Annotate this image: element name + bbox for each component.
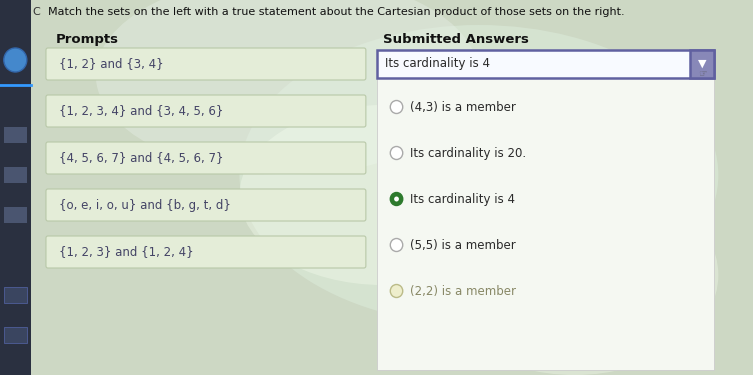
Circle shape [390, 100, 403, 114]
Text: (2,2) is a member: (2,2) is a member [410, 285, 516, 297]
FancyBboxPatch shape [4, 207, 27, 223]
Text: ☞: ☞ [698, 69, 706, 79]
Ellipse shape [239, 25, 718, 325]
Circle shape [390, 238, 403, 252]
Circle shape [4, 48, 27, 72]
Text: Submitted Answers: Submitted Answers [383, 33, 529, 46]
Text: {1, 2} and {3, 4}: {1, 2} and {3, 4} [59, 57, 164, 70]
Text: {1, 2, 3, 4} and {3, 4, 5, 6}: {1, 2, 3, 4} and {3, 4, 5, 6} [59, 105, 224, 117]
FancyBboxPatch shape [377, 50, 715, 78]
Text: {o, e, i, o, u} and {b, g, t, d}: {o, e, i, o, u} and {b, g, t, d} [59, 198, 231, 211]
Ellipse shape [239, 105, 527, 285]
FancyBboxPatch shape [46, 189, 366, 221]
Text: Prompts: Prompts [56, 33, 118, 46]
Text: {1, 2, 3} and {1, 2, 4}: {1, 2, 3} and {1, 2, 4} [59, 246, 194, 258]
FancyBboxPatch shape [46, 48, 366, 80]
Text: Its cardinality is 20.: Its cardinality is 20. [410, 147, 526, 159]
Text: (4,3) is a member: (4,3) is a member [410, 100, 516, 114]
FancyBboxPatch shape [4, 287, 27, 303]
Text: C: C [32, 7, 41, 17]
Ellipse shape [431, 175, 718, 375]
Text: Its cardinality is 4: Its cardinality is 4 [410, 192, 515, 206]
FancyBboxPatch shape [0, 0, 31, 375]
Text: Its cardinality is 4: Its cardinality is 4 [385, 57, 490, 70]
FancyBboxPatch shape [46, 142, 366, 174]
Ellipse shape [96, 0, 479, 175]
Text: (5,5) is a member: (5,5) is a member [410, 238, 516, 252]
Circle shape [390, 147, 403, 159]
FancyBboxPatch shape [690, 50, 715, 78]
FancyBboxPatch shape [4, 327, 27, 343]
Circle shape [390, 192, 403, 206]
Text: Match the sets on the left with a true statement about the Cartesian product of : Match the sets on the left with a true s… [48, 7, 624, 17]
Circle shape [390, 285, 403, 297]
Text: {4, 5, 6, 7} and {4, 5, 6, 7}: {4, 5, 6, 7} and {4, 5, 6, 7} [59, 152, 224, 165]
FancyBboxPatch shape [46, 95, 366, 127]
FancyBboxPatch shape [46, 236, 366, 268]
FancyBboxPatch shape [4, 127, 27, 143]
Text: ▼: ▼ [698, 59, 706, 69]
FancyBboxPatch shape [4, 167, 27, 183]
Circle shape [394, 196, 399, 201]
FancyBboxPatch shape [377, 78, 715, 370]
